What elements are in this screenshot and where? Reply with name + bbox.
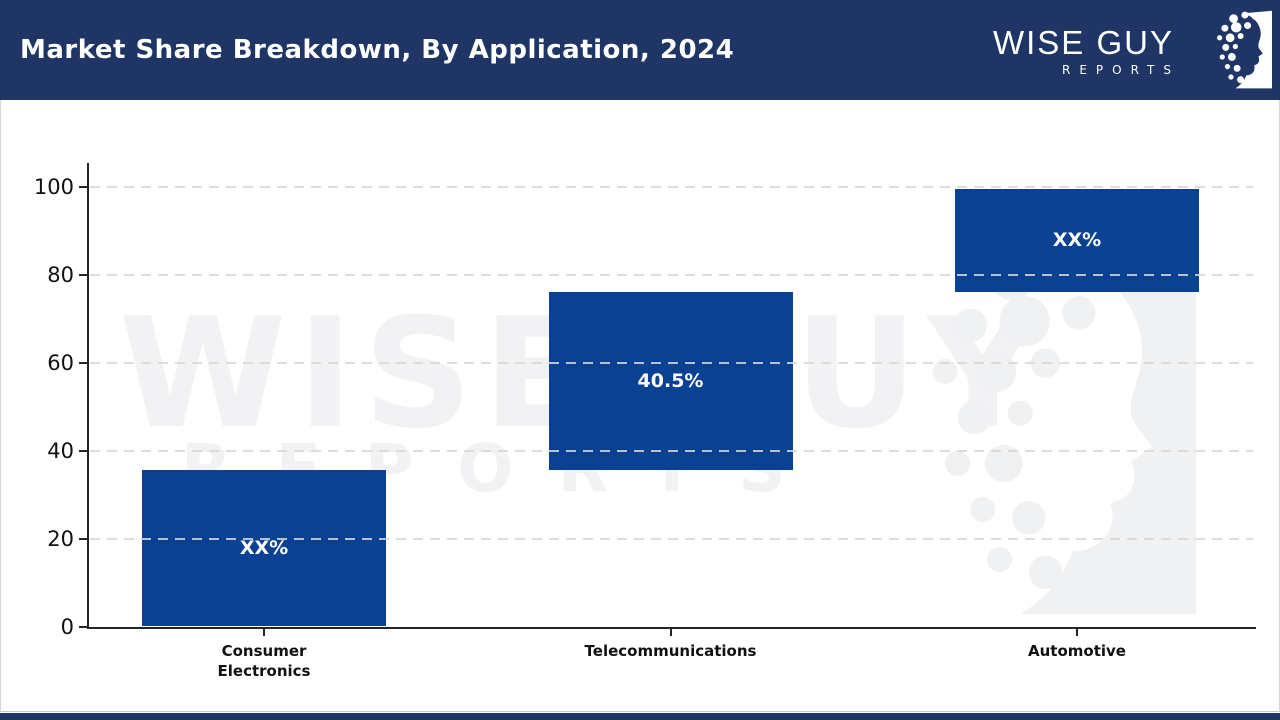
bar-value-label: XX%	[1052, 229, 1102, 252]
y-axis-line	[87, 163, 89, 628]
footer-bar	[0, 713, 1280, 720]
brand-logo-text: WISE GUY REPORTS	[993, 24, 1174, 77]
x-tick-label: Consumer Electronics	[217, 642, 311, 681]
x-tick-mark	[263, 629, 265, 636]
dotted-face-icon	[1217, 10, 1272, 89]
y-tick-label: 0	[60, 614, 74, 639]
logo-wordmark: WISE GUY	[992, 23, 1174, 61]
y-tick-mark	[79, 185, 88, 188]
bar-value-label: 40.5%	[637, 370, 704, 393]
gridline-y-40	[90, 449, 1253, 452]
y-tick-mark	[79, 625, 88, 628]
page-title: Market Share Breakdown, By Application, …	[20, 35, 735, 65]
gridline-y-100	[90, 185, 1253, 188]
bar-telecommunications: 40.5%	[548, 292, 793, 471]
x-tick-label: Telecommunications	[584, 642, 757, 660]
y-tick-mark	[79, 449, 88, 452]
y-tick-label: 60	[47, 350, 74, 375]
logo-subtitle: REPORTS	[1061, 62, 1180, 77]
bar-value-label: XX%	[239, 537, 289, 560]
bar-automotive: XX%	[955, 188, 1199, 293]
brand-logo: WISE GUY REPORTS	[993, 8, 1272, 92]
bar-consumer: XX%	[142, 470, 386, 627]
x-tick-mark	[669, 629, 672, 636]
gridline-y-60	[90, 361, 1253, 364]
y-tick-label: 40	[47, 438, 74, 463]
y-tick-mark	[79, 361, 88, 364]
y-tick-label: 100	[33, 174, 74, 199]
y-tick-mark	[79, 537, 88, 540]
x-axis-line	[87, 627, 1256, 629]
y-tick-label: 20	[47, 526, 74, 551]
y-tick-label: 80	[47, 262, 74, 287]
x-tick-mark	[1076, 629, 1078, 636]
x-tick-label: Automotive	[1028, 642, 1126, 660]
gridline-y-80	[90, 273, 1253, 276]
y-tick-mark	[79, 273, 88, 276]
header: Market Share Breakdown, By Application, …	[0, 0, 1280, 100]
gridline-y-20	[90, 537, 1253, 540]
